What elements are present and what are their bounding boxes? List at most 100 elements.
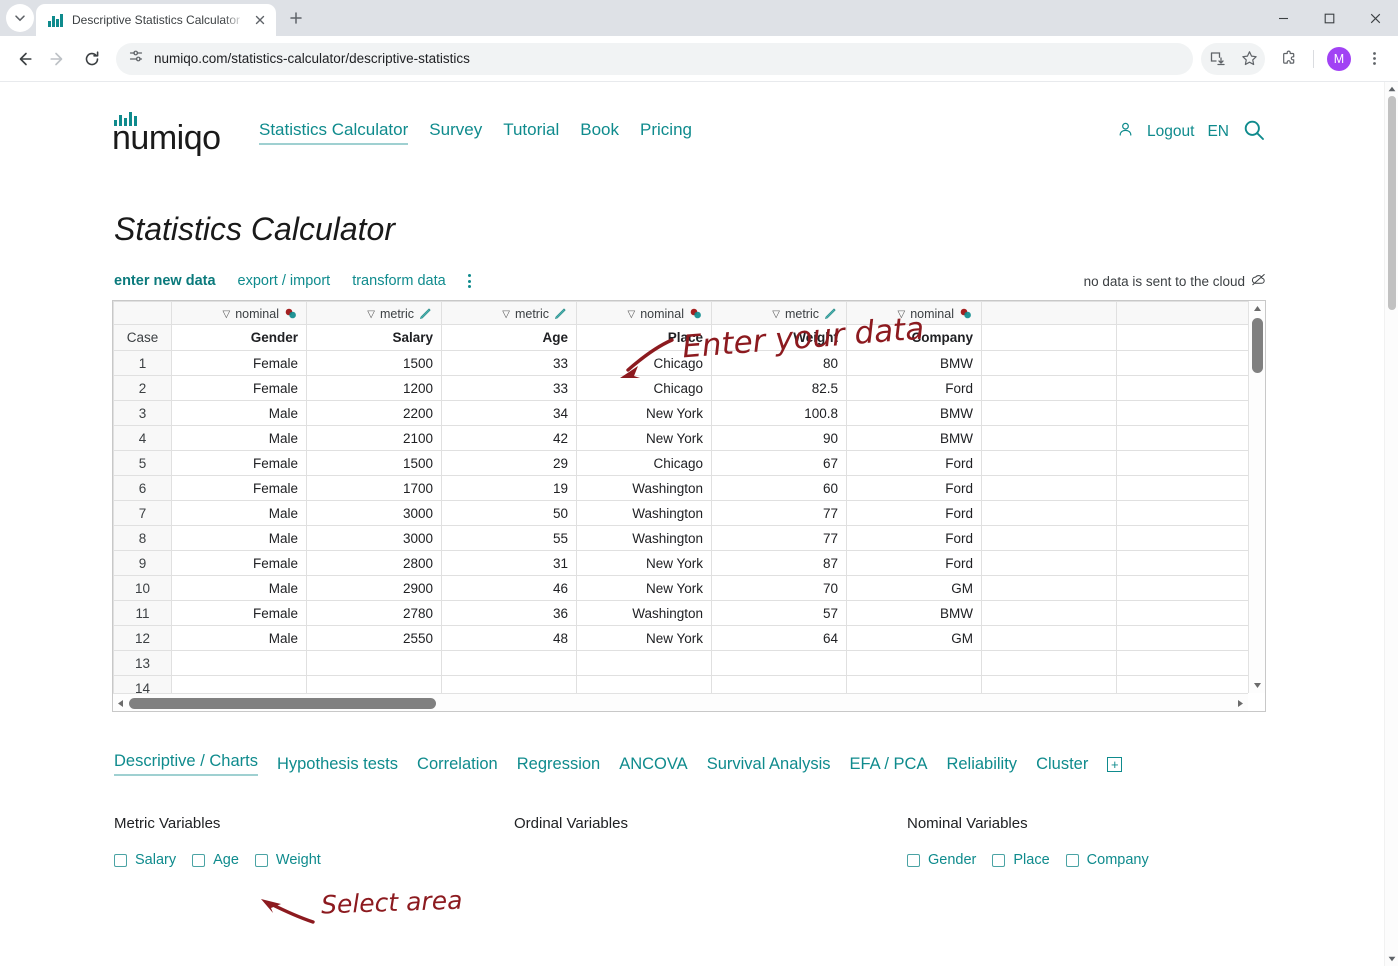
column-name-cell[interactable]: Place	[576, 324, 712, 352]
column-name-cell-empty[interactable]	[981, 324, 1117, 352]
cell-empty[interactable]	[1116, 600, 1248, 627]
type-cell-blank[interactable]	[981, 301, 1117, 326]
cell-empty[interactable]	[981, 600, 1117, 627]
new-tab-button[interactable]	[282, 4, 310, 32]
cell-gender[interactable]: Male	[171, 400, 307, 427]
cell-empty[interactable]	[981, 575, 1117, 602]
cell-salary[interactable]	[306, 650, 442, 677]
cell-company[interactable]: Ford	[846, 475, 982, 502]
cell-empty[interactable]	[981, 350, 1117, 377]
variable-chip-salary[interactable]: Salary	[114, 852, 176, 868]
grid-vertical-scrollbar[interactable]	[1248, 301, 1265, 694]
cell-place[interactable]: Chicago	[576, 350, 712, 377]
cell-salary[interactable]: 1500	[306, 350, 442, 377]
cell-gender[interactable]: Male	[171, 500, 307, 527]
cell-empty[interactable]	[1116, 650, 1248, 677]
cell-company[interactable]: BMW	[846, 350, 982, 377]
variable-chip-weight[interactable]: Weight	[254, 852, 321, 868]
page-scroll-thumb[interactable]	[1388, 96, 1396, 310]
cell-weight[interactable]: 67	[711, 450, 847, 477]
transform-data-link[interactable]: transform data	[352, 273, 446, 290]
back-icon[interactable]	[8, 43, 40, 75]
chevron-down-icon[interactable]: ▽	[627, 308, 636, 320]
cell-gender[interactable]: Male	[171, 575, 307, 602]
chevron-down-icon[interactable]: ▽	[897, 308, 906, 320]
column-type-cell[interactable]: ▽ nominal	[171, 301, 307, 326]
cell-company[interactable]: Ford	[846, 525, 982, 552]
cell-weight[interactable]: 60	[711, 475, 847, 502]
cell-gender[interactable]: Male	[171, 425, 307, 452]
cell-salary[interactable]: 2100	[306, 425, 442, 452]
column-name-cell[interactable]: Company	[846, 324, 982, 352]
cell-gender[interactable]: Male	[171, 625, 307, 652]
chevron-down-icon[interactable]: ▽	[502, 308, 510, 320]
scroll-left-icon[interactable]	[113, 694, 128, 712]
column-name-cell-empty[interactable]	[1116, 324, 1248, 352]
cell-empty[interactable]	[981, 475, 1117, 502]
logout-link[interactable]: Logout	[1147, 123, 1195, 141]
cell-company[interactable]: Ford	[846, 550, 982, 577]
tab-ancova[interactable]: ANCOVA	[619, 754, 688, 773]
tab-cluster[interactable]: Cluster	[1036, 754, 1089, 773]
cell-company[interactable]: Ford	[846, 500, 982, 527]
cell-weight[interactable]: 82.5	[711, 375, 847, 402]
cell-empty[interactable]	[1116, 625, 1248, 652]
variable-chip-age[interactable]: Age	[192, 852, 239, 868]
cell-age[interactable]: 34	[441, 400, 577, 427]
cell-company[interactable]: GM	[846, 575, 982, 602]
column-type-cell[interactable]: ▽ nominal	[576, 301, 712, 326]
cell-empty[interactable]	[981, 675, 1117, 694]
cell-empty[interactable]	[981, 525, 1117, 552]
cell-age[interactable]: 48	[441, 625, 577, 652]
cell-gender[interactable]: Female	[171, 375, 307, 402]
scroll-up-icon[interactable]	[1249, 301, 1265, 316]
page-settings-icon[interactable]	[128, 48, 144, 69]
cell-gender[interactable]: Female	[171, 600, 307, 627]
cell-salary[interactable]: 2780	[306, 600, 442, 627]
cell-company[interactable]	[846, 675, 982, 694]
tab-correlation[interactable]: Correlation	[417, 754, 498, 773]
browser-tab[interactable]: Descriptive Statistics Calculator	[36, 4, 276, 36]
tab-hypothesis-tests[interactable]: Hypothesis tests	[276, 754, 399, 773]
cell-place[interactable]: Washington	[576, 600, 712, 627]
data-toolbar-more-icon[interactable]	[467, 274, 471, 289]
export-import-link[interactable]: export / import	[237, 273, 331, 290]
cell-weight[interactable]: 70	[711, 575, 847, 602]
cell-weight[interactable]: 64	[711, 625, 847, 652]
cell-age[interactable]	[441, 650, 577, 677]
cell-company[interactable]: GM	[846, 625, 982, 652]
cell-place[interactable]: Washington	[576, 475, 712, 502]
column-type-cell[interactable]: ▽ metric	[441, 301, 577, 326]
cell-empty[interactable]	[981, 425, 1117, 452]
cell-empty[interactable]	[981, 625, 1117, 652]
cell-empty[interactable]	[1116, 350, 1248, 377]
cell-weight[interactable]	[711, 675, 847, 694]
cell-age[interactable]: 33	[441, 375, 577, 402]
nav-book[interactable]: Book	[580, 119, 620, 139]
cell-salary[interactable]: 2200	[306, 400, 442, 427]
cell-empty[interactable]	[1116, 375, 1248, 402]
language-selector[interactable]: EN	[1207, 123, 1229, 141]
cell-empty[interactable]	[1116, 500, 1248, 527]
column-name-cell[interactable]: Salary	[306, 324, 442, 352]
cell-place[interactable]: New York	[576, 550, 712, 577]
grid-horizontal-scrollbar[interactable]	[113, 693, 1248, 712]
minimize-button[interactable]	[1260, 0, 1306, 36]
cell-age[interactable]: 36	[441, 600, 577, 627]
checkbox[interactable]	[114, 853, 127, 867]
cell-weight[interactable]: 77	[711, 500, 847, 527]
cell-empty[interactable]	[981, 650, 1117, 677]
grid-horizontal-scroll-thumb[interactable]	[129, 698, 436, 710]
cell-empty[interactable]	[981, 550, 1117, 577]
cell-company[interactable]: BMW	[846, 400, 982, 427]
page-scroll-up-icon[interactable]	[1385, 82, 1398, 96]
cell-weight[interactable]: 100.8	[711, 400, 847, 427]
variable-chip-company[interactable]: Company	[1065, 852, 1149, 868]
cell-company[interactable]	[846, 650, 982, 677]
column-type-cell[interactable]: ▽ nominal	[846, 301, 982, 326]
cell-salary[interactable]: 3000	[306, 500, 442, 527]
tab-reliability[interactable]: Reliability	[946, 754, 1018, 773]
cell-gender[interactable]: Female	[171, 550, 307, 577]
cell-weight[interactable]: 77	[711, 525, 847, 552]
cell-place[interactable]: New York	[576, 425, 712, 452]
